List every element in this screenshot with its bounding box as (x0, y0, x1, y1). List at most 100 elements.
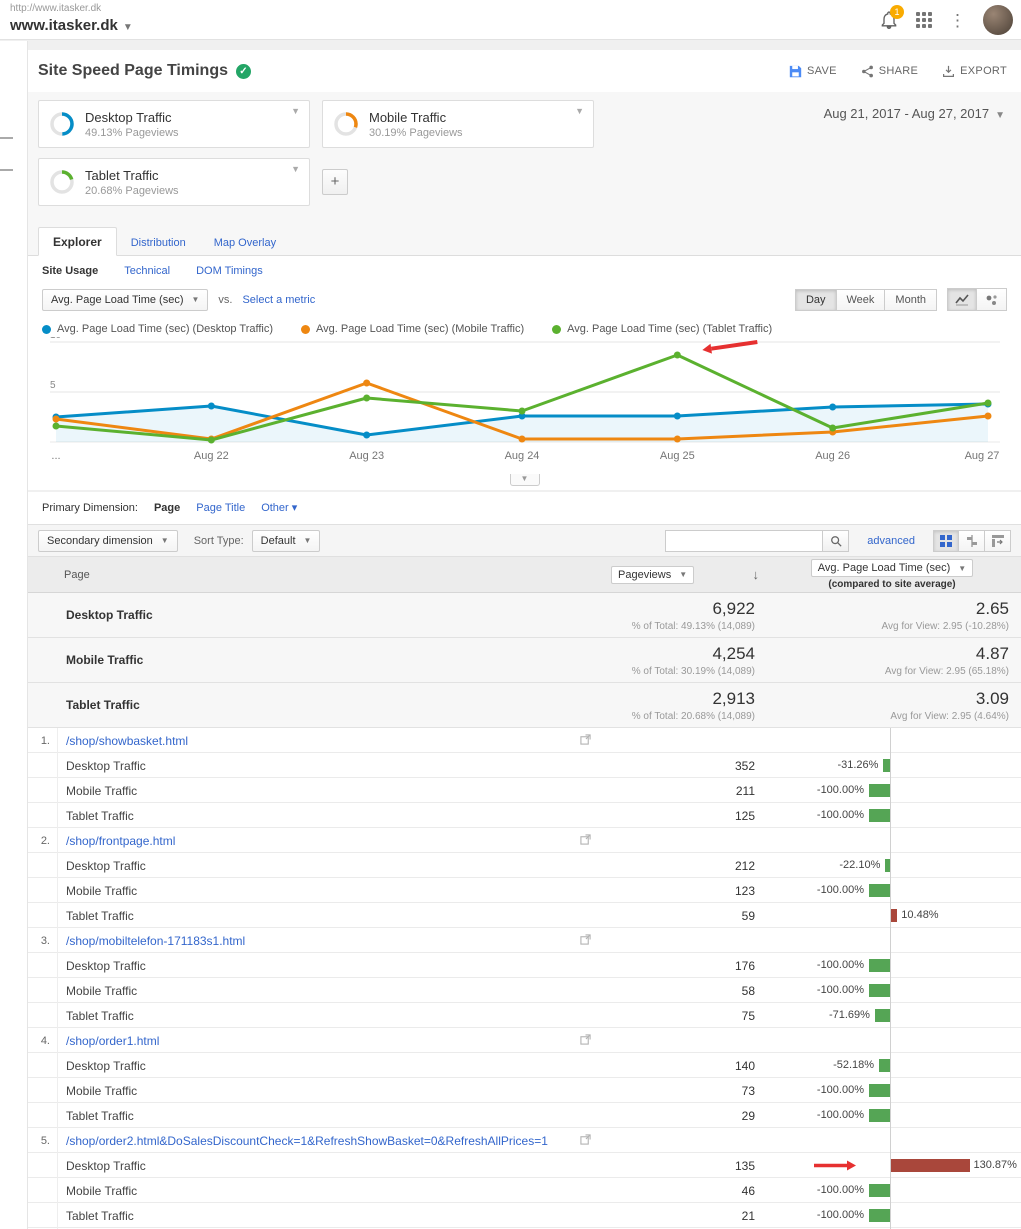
avatar[interactable] (983, 5, 1013, 35)
secondary-dimension-button[interactable]: Secondary dimension ▼ (38, 529, 178, 552)
open-in-new-icon[interactable] (580, 933, 591, 948)
comparison-percent: 10.48% (901, 909, 939, 921)
page-link[interactable]: /shop/mobiltelefon-171183s1.html (66, 933, 246, 948)
chevron-down-icon: ▼ (122, 22, 133, 33)
comparison-bar (869, 1184, 890, 1197)
table-view-icon (940, 534, 952, 547)
table-subrow: Tablet Traffic 125 -100.00% (28, 803, 1021, 828)
comparison-cell (763, 828, 1021, 853)
primary-dimension-page[interactable]: Page (153, 501, 181, 514)
pageviews-value: 176 (734, 958, 755, 973)
table-toolbar: Secondary dimension ▼ Sort Type: Default ▼… (28, 524, 1021, 557)
segment-row-label: Desktop Traffic (66, 858, 146, 873)
metric-selector[interactable]: Avg. Page Load Time (sec) ▼ (42, 288, 209, 311)
open-in-new-icon[interactable] (580, 1133, 591, 1148)
chevron-down-icon: ▼ (160, 536, 169, 545)
tab-distribution[interactable]: Distribution (130, 237, 186, 249)
pageviews-value: 73 (741, 1083, 755, 1098)
notifications-button[interactable]: 1 (879, 5, 904, 30)
segment-row-label: Desktop Traffic (66, 758, 146, 773)
add-segment-button[interactable]: + (322, 169, 348, 195)
motion-chart-view-button[interactable] (977, 288, 1007, 311)
account-selector[interactable]: www.itasker.dk ▼ (10, 17, 133, 34)
pageviews-value: 123 (734, 883, 755, 898)
comparison-axis (890, 803, 891, 828)
comparison-axis (890, 1078, 891, 1103)
comparison-bar (869, 1109, 890, 1122)
account-name: www.itasker.dk (10, 17, 118, 34)
table-row: 5. /shop/order2.html&DoSalesDiscountCheck… (28, 1128, 1021, 1153)
subtab-site-usage[interactable]: Site Usage (42, 265, 99, 277)
chevron-down-icon[interactable]: ▼ (291, 164, 300, 174)
sort-type-button[interactable]: Default ▼ (251, 529, 321, 552)
segment-detail: 20.68% Pageviews (85, 184, 179, 197)
row-index (28, 853, 58, 878)
granularity-week-button[interactable]: Week (836, 288, 886, 311)
pageviews-column-selector[interactable]: Pageviews ▼ (611, 565, 695, 584)
svg-text:5: 5 (50, 380, 56, 391)
granularity-month-button[interactable]: Month (885, 288, 937, 311)
comparison-axis (890, 1028, 891, 1053)
granularity-day-button[interactable]: Day (794, 288, 837, 311)
page-link[interactable]: /shop/order1.html (66, 1033, 160, 1048)
pageviews-value: 352 (734, 758, 755, 773)
comparison-axis (890, 1053, 891, 1078)
share-button[interactable]: SHARE (861, 65, 918, 78)
segment-card-mobile[interactable]: Mobile Traffic 30.19% Pageviews ▼ (322, 100, 594, 148)
chevron-down-icon[interactable]: ▼ (291, 106, 300, 116)
legend-item-desktop: Avg. Page Load Time (sec) (Desktop Traff… (42, 323, 273, 335)
open-in-new-icon[interactable] (580, 1033, 591, 1048)
page-link[interactable]: /shop/showbasket.html (66, 733, 189, 748)
view-comparison-button[interactable] (959, 529, 985, 552)
chevron-down-icon: ▼ (303, 536, 312, 545)
segment-card-desktop[interactable]: Desktop Traffic 49.13% Pageviews ▼ (38, 100, 310, 148)
export-button[interactable]: EXPORT (942, 65, 1007, 78)
apps-grid-icon[interactable] (916, 12, 932, 28)
segment-row-label: Tablet Traffic (66, 1008, 134, 1023)
search-button[interactable] (823, 529, 850, 552)
svg-text:10: 10 (50, 337, 62, 341)
chart-expander-button[interactable]: ▼ (509, 474, 540, 486)
page-link[interactable]: /shop/frontpage.html (66, 833, 176, 848)
share-icon (861, 65, 873, 77)
select-metric-link[interactable]: Select a metric (242, 293, 316, 306)
advanced-link[interactable]: advanced (867, 534, 915, 547)
subtab-dom-timings[interactable]: DOM Timings (196, 265, 263, 277)
view-pivot-button[interactable] (985, 529, 1011, 552)
metric-column-selector[interactable]: Avg. Page Load Time (sec) ▼ (810, 559, 974, 577)
save-button[interactable]: SAVE (789, 65, 837, 78)
primary-dimension-other[interactable]: Other ▾ (261, 502, 298, 514)
page-cell: /shop/showbasket.html (58, 734, 603, 748)
row-index (28, 1203, 58, 1228)
line-chart-view-button[interactable] (947, 288, 977, 311)
comparison-percent: -100.00% (816, 1184, 864, 1196)
table-row: 2. /shop/frontpage.html (28, 828, 1021, 853)
comparison-percent: -100.00% (816, 809, 864, 821)
tab-map-overlay[interactable]: Map Overlay (213, 237, 277, 249)
legend-item-tablet: Avg. Page Load Time (sec) (Tablet Traffi… (552, 323, 772, 335)
open-in-new-icon[interactable] (580, 833, 591, 848)
more-menu-icon[interactable]: ⋮ (949, 10, 966, 30)
comparison-bar (885, 859, 890, 872)
pageviews-percent-of-total: % of Total: 20.68% (14,089) (631, 711, 755, 722)
view-table-button[interactable] (933, 529, 959, 552)
primary-dimension-page-title[interactable]: Page Title (196, 501, 246, 514)
comparison-cell: -100.00% (763, 778, 1021, 803)
open-in-new-icon[interactable] (580, 733, 591, 748)
comparison-axis (890, 753, 891, 778)
tab-explorer[interactable]: Explorer (38, 227, 117, 256)
search-input[interactable] (665, 529, 824, 552)
comparison-axis (890, 1153, 891, 1178)
subtab-technical[interactable]: Technical (124, 265, 171, 277)
table-row: 3. /shop/mobiltelefon-171183s1.html (28, 928, 1021, 953)
segment-card-tablet[interactable]: Tablet Traffic 20.68% Pageviews ▼ (38, 158, 310, 206)
chevron-down-icon: ▼ (191, 295, 200, 304)
page-link[interactable]: /shop/order2.html&DoSalesDiscountCheck=1… (66, 1133, 548, 1148)
chevron-down-icon[interactable]: ▼ (575, 106, 584, 116)
timeline-chart[interactable]: 5 10... Aug 22 Aug 23 Aug 24 Aug 25 Aug 26 Aug … (42, 330, 1007, 469)
sort-descending-icon[interactable]: ↓ (752, 567, 760, 582)
comparison-cell (763, 728, 1021, 753)
metric-avg-for-view: Avg for View: 2.95 (4.64%) (890, 711, 1009, 722)
table-subrow: Tablet Traffic 59 10.48% (28, 903, 1021, 928)
date-range-picker[interactable]: Aug 21, 2017 - Aug 27, 2017 ▼ (823, 106, 1005, 121)
